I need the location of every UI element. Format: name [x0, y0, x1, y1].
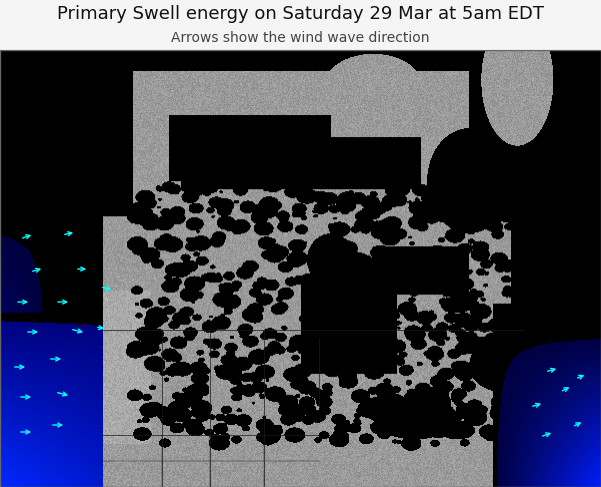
- Text: Arrows show the wind wave direction: Arrows show the wind wave direction: [171, 31, 430, 45]
- Text: Primary Swell energy on Saturday 29 Mar at 5am EDT: Primary Swell energy on Saturday 29 Mar …: [57, 5, 544, 23]
